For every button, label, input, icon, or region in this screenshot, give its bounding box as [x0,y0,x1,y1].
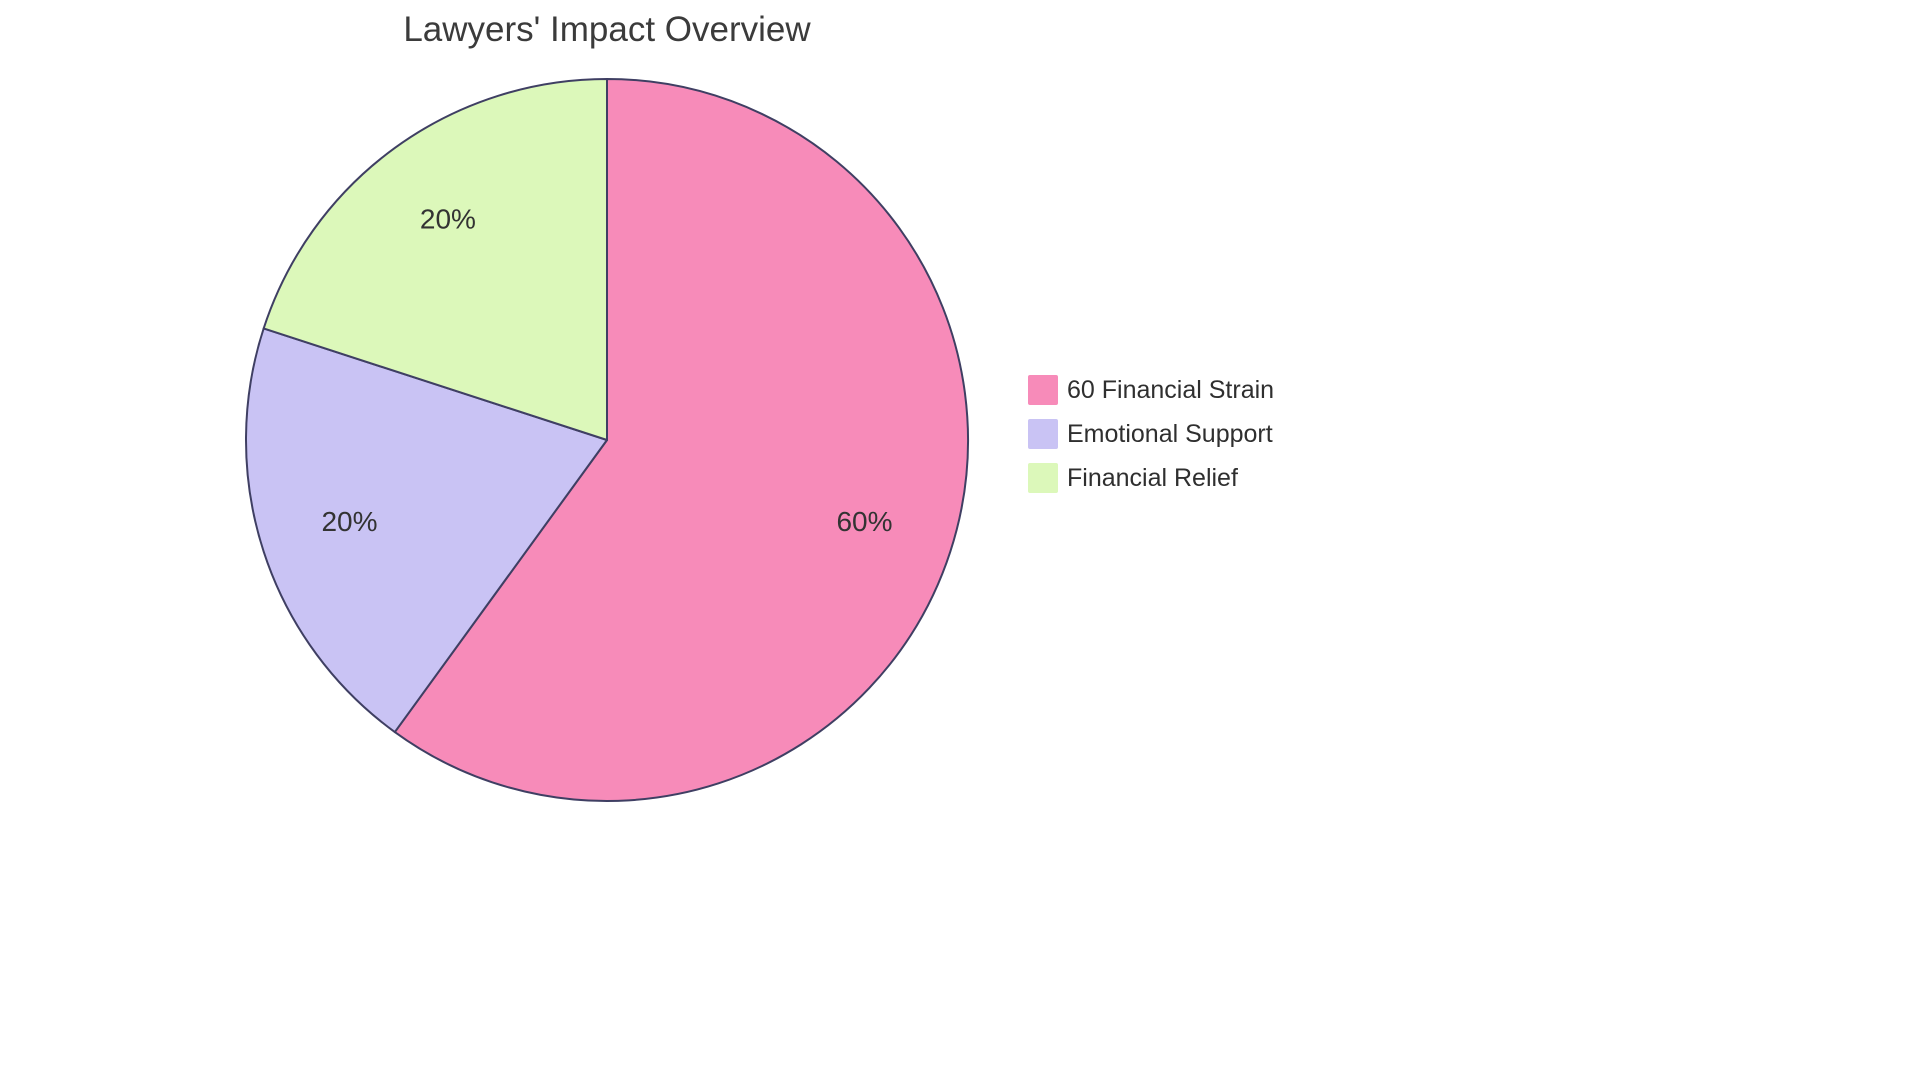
legend-swatch [1028,463,1058,493]
legend-item-60-financial-strain[interactable]: 60 Financial Strain [1028,368,1274,412]
pie-slice-percent-label: 60% [836,506,892,537]
legend-label: 60 Financial Strain [1067,375,1275,404]
pie-slice-emotional-support[interactable] [245,327,608,734]
legend-item-financial-relief[interactable]: Financial Relief [1028,456,1274,500]
legend-label: Financial Relief [1067,463,1238,492]
legend-swatch [1028,419,1058,449]
chart-title: Lawyers' Impact Overview [403,10,811,49]
legend-label: Emotional Support [1067,419,1273,448]
chart-legend: 60 Financial Strain Emotional Support Fina… [1028,368,1274,500]
legend-swatch [1028,375,1058,405]
pie-slice-percent-label: 20% [420,203,476,234]
pie-slice-60-financial-strain[interactable] [393,78,969,802]
legend-item-emotional-support[interactable]: Emotional Support [1028,412,1274,456]
pie-slice-financial-relief[interactable] [262,78,608,441]
pie-slice-percent-label: 20% [321,506,377,537]
